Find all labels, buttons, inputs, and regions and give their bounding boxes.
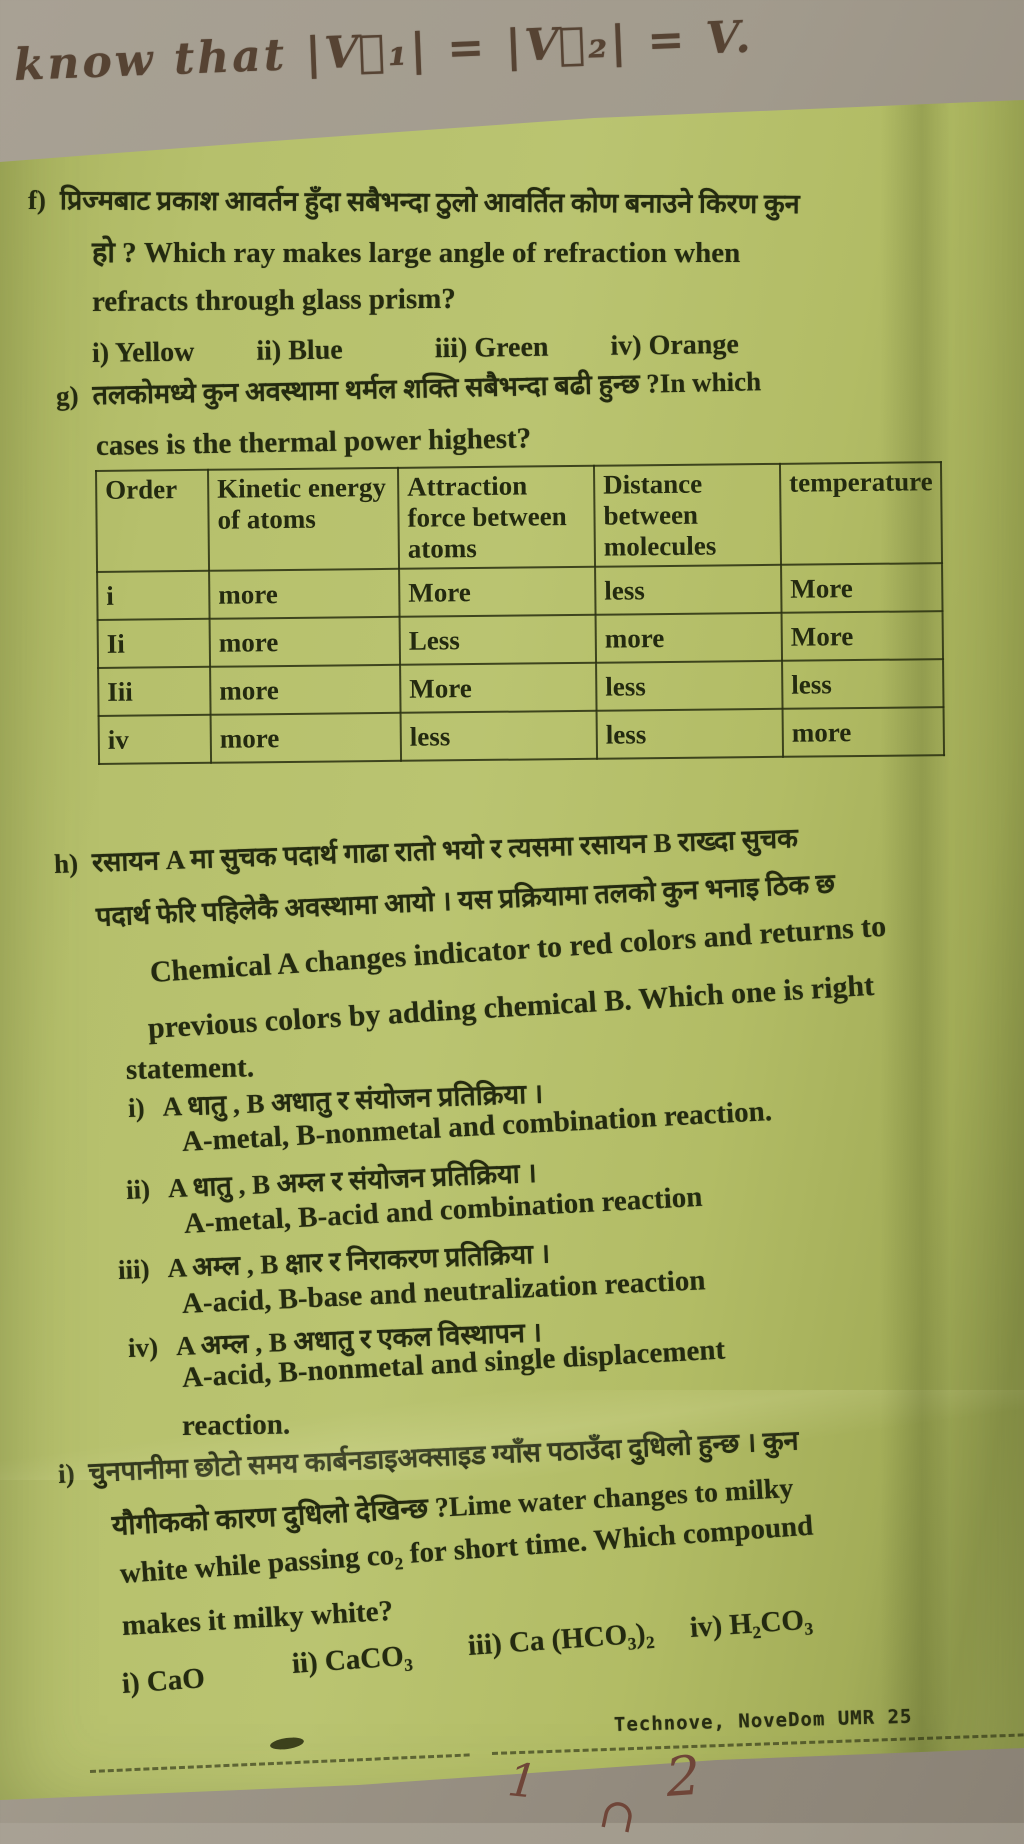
dashed-rule-left: [89, 1753, 470, 1773]
option-h-1-num: i): [127, 1092, 146, 1123]
question-f-nepali-line: f) प्रिज्मबाट प्रकाश आवर्तन हुँदा सबैभन्द…: [28, 180, 800, 221]
handwritten-vector-formula: know that |V⃗₁| = |V⃗₂| = V.: [13, 11, 755, 91]
table-cell: more: [209, 568, 400, 619]
table-header-kinetic: Kinetic energy of atoms: [208, 467, 400, 571]
question-f-nepali-text: प्रिज्मबाट प्रकाश आवर्तन हुँदा सबैभन्दा …: [59, 185, 800, 220]
option-f-green: iii) Green: [434, 331, 549, 365]
option-h-2-num: ii): [125, 1174, 151, 1205]
table-header-attraction: Attraction force between atoms: [397, 465, 596, 569]
table-row: Iii more More less less: [98, 659, 944, 716]
table-header-distance: Distance between molecules: [593, 463, 782, 567]
table-cell: iv: [98, 714, 212, 764]
table-header-row: Order Kinetic energy of atoms Attraction…: [96, 462, 943, 572]
thermal-power-table: Order Kinetic energy of atoms Attraction…: [95, 461, 945, 765]
table-cell: less: [595, 564, 782, 615]
table-cell: Iii: [98, 666, 211, 716]
option-f-orange: iv) Orange: [610, 328, 739, 362]
option-i-cahco32: iii) Ca (HCO₃)₂: [466, 1617, 656, 1662]
option-f-yellow: i) Yellow: [91, 336, 195, 369]
table-cell: less: [782, 659, 944, 709]
option-h-3-num: iii): [117, 1253, 151, 1285]
table-row: Ii more Less more More: [97, 611, 944, 668]
question-g-label: g): [55, 380, 79, 411]
table-cell: More: [400, 662, 597, 713]
question-g-english-line2: cases is the thermal power highest?: [95, 422, 532, 462]
table-cell: more: [210, 664, 401, 715]
option-i-cao: i) CaO: [120, 1662, 206, 1700]
table-cell: less: [400, 710, 598, 761]
table-cell: more: [782, 707, 945, 757]
paper-fold-shadow: [880, 100, 950, 1760]
printer-watermark: Technove, NoveDom UMR 25: [613, 1705, 913, 1736]
question-f-english-line2: refracts through glass prism?: [91, 282, 456, 318]
table-row: iv more less less more: [98, 707, 945, 764]
option-h-4-num: iv): [127, 1331, 159, 1363]
table-cell: Less: [399, 614, 597, 665]
question-i-english-line4: makes it milky white?: [121, 1594, 394, 1642]
table-cell: more: [210, 712, 402, 763]
option-f-blue: ii) Blue: [256, 334, 343, 367]
question-f-english-line1: हो ? Which ray makes large angle of refr…: [92, 237, 741, 269]
table-cell: More: [781, 563, 943, 613]
handwritten-mark-1: 1: [505, 1752, 540, 1809]
table-cell: less: [596, 660, 783, 711]
table-cell: more: [209, 616, 401, 667]
question-h-label: h): [53, 848, 79, 879]
handwritten-mark-curve: ∩: [594, 1786, 642, 1844]
question-i-label: i): [57, 1458, 76, 1489]
option-h-4-english-cont: reaction.: [181, 1408, 291, 1442]
table-header-order: Order: [96, 469, 210, 572]
option-i-h2co3: iv) H₂CO₃: [688, 1603, 814, 1644]
handwritten-mark-2: 2: [663, 1743, 703, 1809]
question-f-label: f): [27, 185, 47, 216]
ink-smudge: [269, 1735, 305, 1752]
dashed-rule-right: [491, 1733, 1024, 1755]
table-cell: Ii: [97, 618, 211, 668]
question-h-english-line3: statement.: [125, 1051, 255, 1086]
table-cell: less: [596, 708, 784, 759]
table-cell: More: [781, 611, 944, 661]
table-cell: More: [399, 566, 596, 617]
table-cell: more: [595, 612, 783, 663]
question-g-nepali-text: तलकोमध्ये कुन अवस्थामा थर्मल शक्ति सबैभन…: [92, 366, 762, 411]
table-cell: i: [97, 570, 210, 620]
table-header-temperature: temperature: [779, 462, 943, 565]
option-i-caco3: ii) CaCO₃: [290, 1639, 414, 1680]
